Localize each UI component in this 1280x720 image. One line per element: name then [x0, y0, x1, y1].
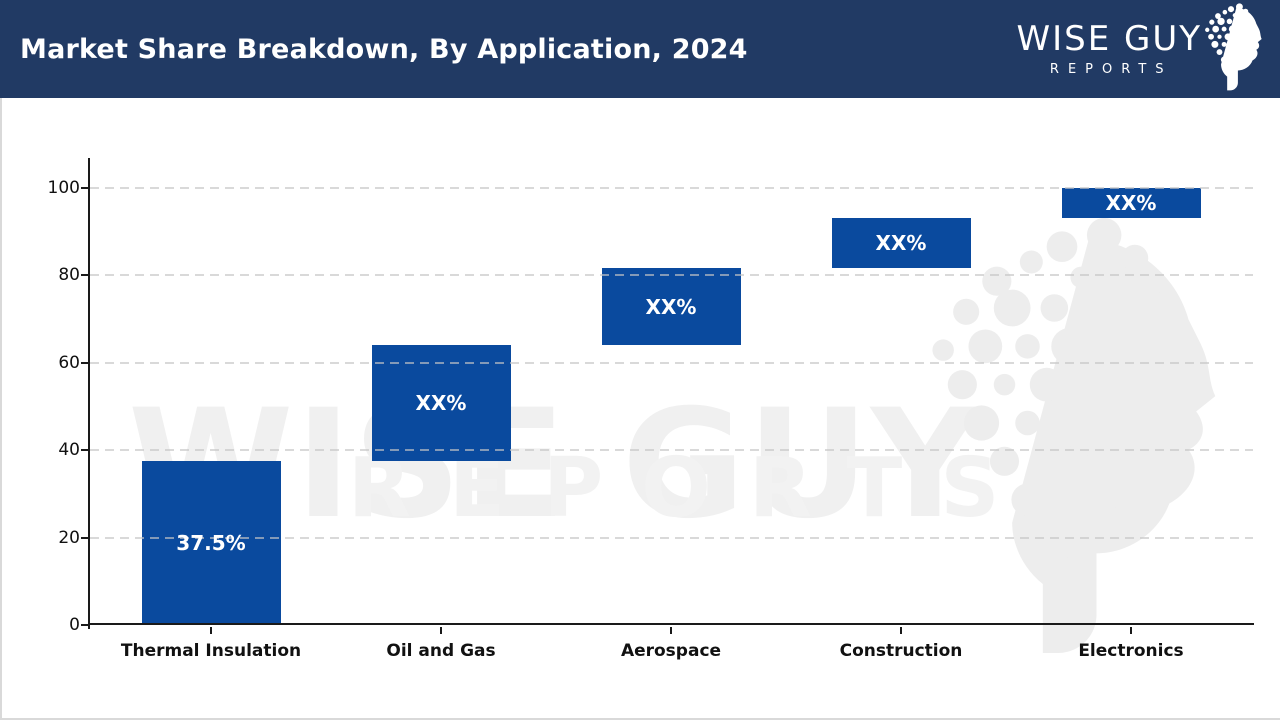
gridline-80 [90, 274, 1253, 276]
gridline-20 [90, 536, 1253, 539]
watermark-dotted-head-profile-icon [932, 217, 1216, 653]
y-axis-tick [81, 624, 88, 626]
y-tick-label: 40 [58, 440, 80, 460]
x-axis-tick [900, 627, 902, 634]
dotted-head-profile-icon [1205, 3, 1262, 91]
bar-value-label: 37.5% [176, 530, 246, 555]
bar-value-label: XX% [645, 294, 697, 319]
bar-oil-and-gas [371, 345, 511, 461]
gridline-40 [90, 449, 1253, 451]
x-axis-tick [670, 627, 672, 634]
bar-value-label: XX% [875, 231, 927, 256]
header: Market Share Breakdown, By Application, … [0, 0, 1280, 98]
y-axis-tick [81, 274, 88, 276]
bar-value-label: XX% [415, 390, 467, 415]
gridline-100 [90, 186, 1253, 189]
brand-logo: WISE GUY REPORTS [1016, 0, 1274, 98]
y-tick-label: 0 [69, 615, 80, 635]
x-category-label: Aerospace [620, 641, 722, 661]
brand-logo-text: WISE GUY REPORTS [1016, 22, 1202, 77]
x-category-label: Oil and Gas [386, 641, 496, 661]
watermark-brand-subtitle: REPORTS [348, 441, 1038, 536]
bar-aerospace [601, 268, 741, 345]
x-axis-tick [210, 627, 212, 634]
x-axis-tick [1130, 627, 1132, 634]
bar-value-label: XX% [1105, 190, 1157, 215]
y-tick-label: 80 [58, 265, 80, 285]
x-axis-line [88, 623, 1254, 625]
y-axis-tick [81, 449, 88, 451]
y-tick-label: 100 [47, 177, 80, 198]
chart-title: Market Share Breakdown, By Application, … [20, 33, 748, 65]
x-category-label: Thermal Insulation [120, 641, 302, 661]
brand-subtitle: REPORTS [1049, 61, 1173, 77]
bar-electronics [1061, 187, 1201, 219]
gridline-60 [90, 361, 1253, 364]
plot-area: WISE GUY REPORTS [0, 98, 1280, 720]
y-axis-tick [81, 536, 88, 539]
y-tick-label: 20 [58, 527, 80, 548]
x-category-label: Electronics [1078, 641, 1184, 661]
y-axis-tick [81, 361, 88, 364]
bar-construction [831, 218, 971, 269]
bar-thermal-insulation [141, 460, 281, 625]
y-tick-label: 60 [58, 352, 80, 373]
brand-name: WISE GUY [1016, 18, 1202, 59]
x-axis-tick [440, 627, 442, 634]
y-axis-tick [81, 186, 88, 189]
x-category-label: Construction [839, 641, 963, 661]
y-axis-line [88, 158, 90, 629]
